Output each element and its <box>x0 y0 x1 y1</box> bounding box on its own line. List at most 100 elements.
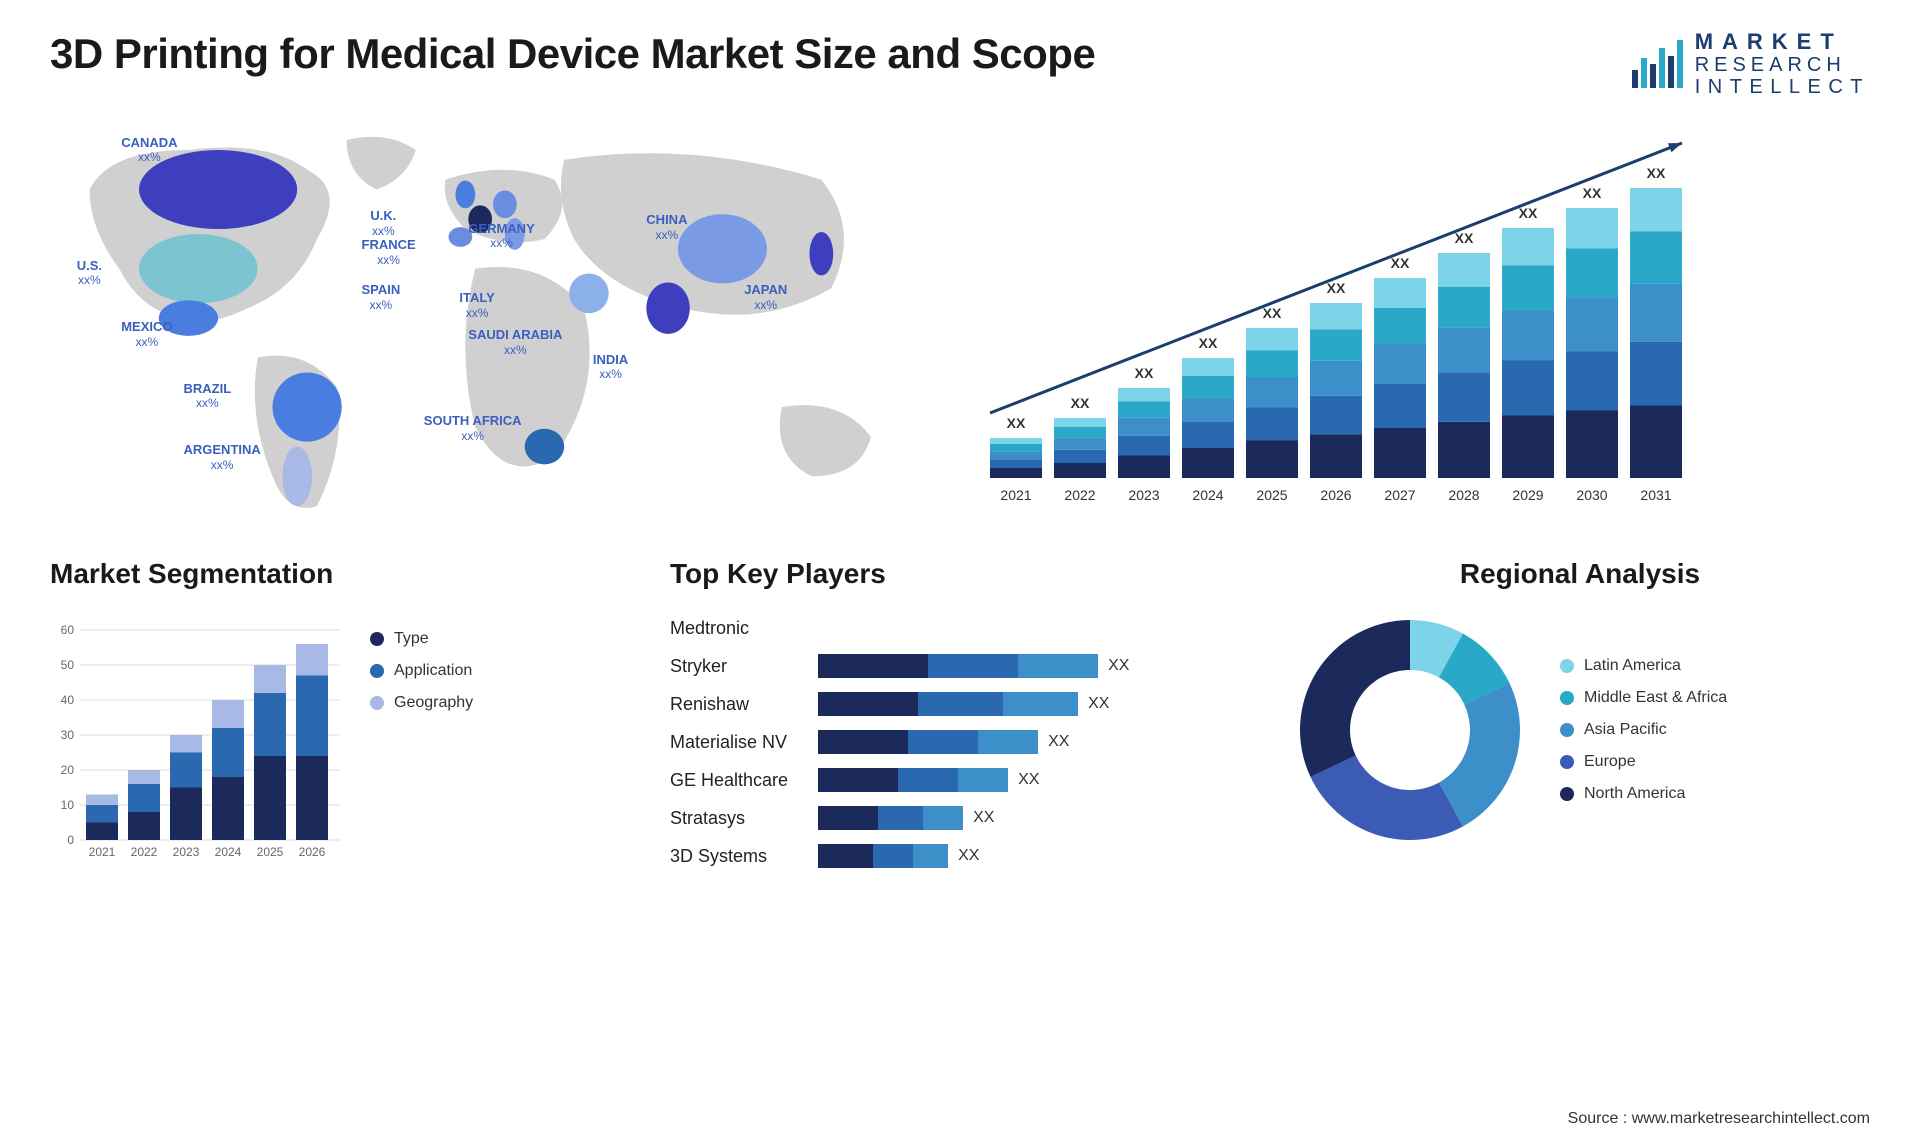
world-map: CANADAxx%U.S.xx%MEXICOxx%BRAZILxx%ARGENT… <box>50 118 940 528</box>
forecast-chart-svg: XX2021XX2022XX2023XX2024XX2025XX2026XX20… <box>980 118 1700 528</box>
source-attribution: Source : www.marketresearchintellect.com <box>1568 1110 1870 1128</box>
map-label: JAPANxx% <box>744 282 787 312</box>
player-bar-segment <box>908 730 978 754</box>
player-bar-row <box>818 614 1250 642</box>
player-bar-segment <box>818 692 918 716</box>
player-value: XX <box>1018 771 1039 789</box>
header: 3D Printing for Medical Device Market Si… <box>50 30 1870 98</box>
player-bar <box>818 730 1038 754</box>
svg-text:2022: 2022 <box>1064 487 1095 503</box>
segmentation-title: Market Segmentation <box>50 558 630 590</box>
svg-text:XX: XX <box>1327 280 1346 296</box>
player-value: XX <box>1048 733 1069 751</box>
svg-text:2026: 2026 <box>299 845 326 859</box>
player-bar <box>818 692 1078 716</box>
legend-swatch <box>1560 755 1574 769</box>
map-label: U.K.xx% <box>370 208 396 238</box>
player-bar-segment <box>873 844 913 868</box>
map-label: CANADAxx% <box>121 135 177 165</box>
regional-section: Regional Analysis Latin AmericaMiddle Ea… <box>1290 558 1870 870</box>
segmentation-chart: 0102030405060202120222023202420252026 <box>50 610 350 870</box>
map-label: SPAINxx% <box>362 282 401 312</box>
logo-text-1: MARKET <box>1695 30 1870 54</box>
logo-icon <box>1632 40 1683 88</box>
player-name: Medtronic <box>670 614 788 642</box>
legend-swatch <box>370 664 384 678</box>
svg-text:2030: 2030 <box>1576 487 1607 503</box>
legend-swatch <box>1560 787 1574 801</box>
legend-label: Latin America <box>1584 657 1681 675</box>
legend-swatch <box>370 696 384 710</box>
legend-label: Geography <box>394 694 473 712</box>
player-value: XX <box>973 809 994 827</box>
player-bar-segment <box>923 806 963 830</box>
forecast-chart: XX2021XX2022XX2023XX2024XX2025XX2026XX20… <box>980 118 1870 528</box>
player-name: Stryker <box>670 652 788 680</box>
svg-text:2026: 2026 <box>1320 487 1351 503</box>
player-bar <box>818 768 1008 792</box>
logo-text-3: INTELLECT <box>1695 76 1870 98</box>
legend-label: Application <box>394 662 472 680</box>
player-bar-segment <box>818 730 908 754</box>
svg-text:10: 10 <box>61 798 75 812</box>
legend-item: Latin America <box>1560 657 1727 675</box>
svg-text:2024: 2024 <box>1192 487 1223 503</box>
player-bar <box>818 806 963 830</box>
player-bar-segment <box>878 806 923 830</box>
svg-text:XX: XX <box>1519 205 1538 221</box>
svg-text:40: 40 <box>61 693 75 707</box>
legend-label: Asia Pacific <box>1584 721 1667 739</box>
legend-item: Application <box>370 662 473 680</box>
map-label: INDIAxx% <box>593 352 628 382</box>
svg-text:XX: XX <box>1071 395 1090 411</box>
legend-item: Middle East & Africa <box>1560 689 1727 707</box>
legend-swatch <box>1560 659 1574 673</box>
legend-label: North America <box>1584 785 1685 803</box>
svg-text:20: 20 <box>61 763 75 777</box>
svg-text:XX: XX <box>1391 255 1410 271</box>
legend-item: Type <box>370 630 473 648</box>
player-bar-segment <box>928 654 1018 678</box>
player-name: Renishaw <box>670 690 788 718</box>
svg-text:2022: 2022 <box>131 845 158 859</box>
regional-legend: Latin America Middle East & Africa Asia Pa… <box>1560 657 1727 803</box>
player-name: GE Healthcare <box>670 766 788 794</box>
svg-text:2028: 2028 <box>1448 487 1479 503</box>
player-bar <box>818 844 948 868</box>
map-label: FRANCExx% <box>362 237 416 267</box>
map-label: GERMANYxx% <box>468 221 534 251</box>
player-bars-chart: XXXXXXXXXXXX <box>818 610 1250 870</box>
legend-item: Asia Pacific <box>1560 721 1727 739</box>
map-label: MEXICOxx% <box>121 319 172 349</box>
player-bar-row: XX <box>818 804 1250 832</box>
map-label: U.S.xx% <box>77 258 102 288</box>
map-label: SAUDI ARABIAxx% <box>468 327 562 357</box>
legend-label: Type <box>394 630 429 648</box>
player-bar-segment <box>818 806 878 830</box>
legend-item: Europe <box>1560 753 1727 771</box>
svg-text:XX: XX <box>1455 230 1474 246</box>
svg-text:XX: XX <box>1007 415 1026 431</box>
svg-text:2025: 2025 <box>1256 487 1287 503</box>
svg-text:2023: 2023 <box>173 845 200 859</box>
player-bar-row: XX <box>818 728 1250 756</box>
svg-text:XX: XX <box>1135 365 1154 381</box>
player-bar-segment <box>818 844 873 868</box>
player-bar-segment <box>818 768 898 792</box>
player-bar-segment <box>818 654 928 678</box>
player-bar-row: XX <box>818 766 1250 794</box>
player-bar <box>818 654 1098 678</box>
player-bar-row: XX <box>818 842 1250 870</box>
player-name: Materialise NV <box>670 728 788 756</box>
svg-text:2029: 2029 <box>1512 487 1543 503</box>
player-bar-segment <box>918 692 1003 716</box>
svg-text:2024: 2024 <box>215 845 242 859</box>
svg-text:50: 50 <box>61 658 75 672</box>
player-bar-row: XX <box>818 652 1250 680</box>
regional-donut <box>1290 610 1530 850</box>
legend-swatch <box>1560 691 1574 705</box>
player-bar-segment <box>958 768 1008 792</box>
player-names-list: Medtronic Stryker Renishaw Materialise NV GE… <box>670 610 788 870</box>
svg-text:30: 30 <box>61 728 75 742</box>
legend-swatch <box>370 632 384 646</box>
